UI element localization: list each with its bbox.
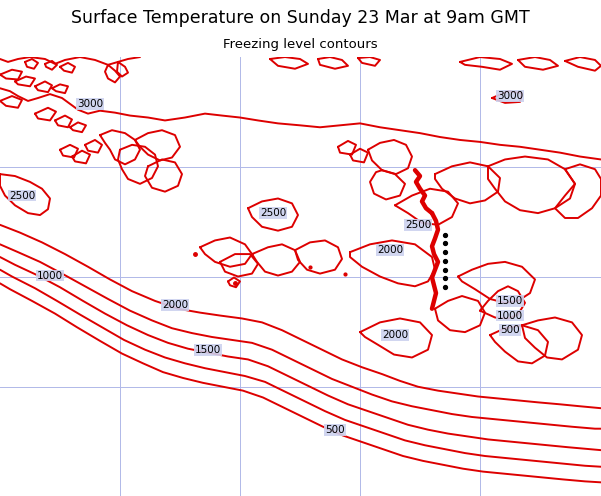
Text: 500: 500 xyxy=(325,425,345,434)
Text: 2500: 2500 xyxy=(405,220,431,230)
Text: 2000: 2000 xyxy=(162,300,188,310)
Text: Freezing level contours: Freezing level contours xyxy=(223,38,378,51)
Text: 1000: 1000 xyxy=(497,310,523,320)
Text: 500: 500 xyxy=(500,325,520,335)
Text: 3000: 3000 xyxy=(497,91,523,101)
Text: 2500: 2500 xyxy=(260,208,286,218)
Text: 1500: 1500 xyxy=(195,345,221,355)
Text: 2500: 2500 xyxy=(9,190,35,200)
Text: 1000: 1000 xyxy=(37,270,63,281)
Text: 3000: 3000 xyxy=(77,99,103,109)
Text: Surface Temperature on Sunday 23 Mar at 9am GMT: Surface Temperature on Sunday 23 Mar at … xyxy=(71,9,530,27)
Text: 2000: 2000 xyxy=(377,245,403,255)
Text: 1500: 1500 xyxy=(497,296,523,306)
Text: 2000: 2000 xyxy=(382,330,408,340)
